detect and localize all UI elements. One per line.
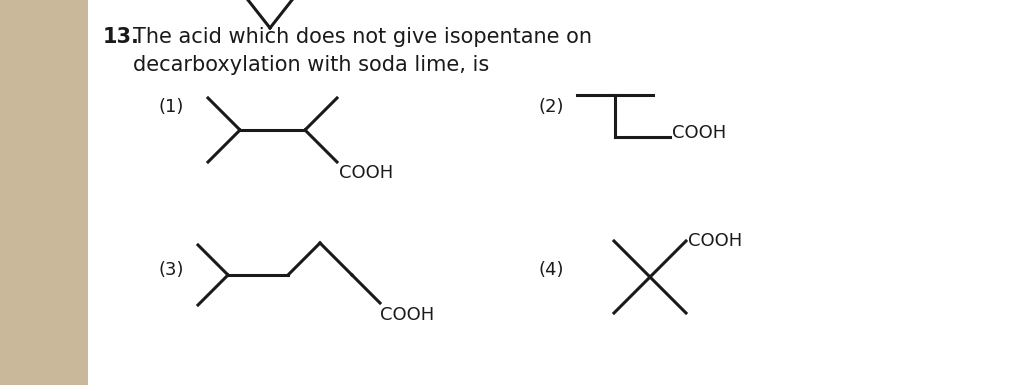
Text: The acid which does not give isopentane on: The acid which does not give isopentane …: [133, 27, 592, 47]
Text: (3): (3): [158, 261, 183, 279]
Text: COOH: COOH: [380, 306, 434, 324]
Text: (1): (1): [158, 98, 183, 116]
FancyBboxPatch shape: [88, 0, 1024, 385]
Text: COOH: COOH: [688, 232, 742, 250]
Text: decarboxylation with soda lime, is: decarboxylation with soda lime, is: [133, 55, 489, 75]
Text: (2): (2): [538, 98, 563, 116]
Text: COOH: COOH: [339, 164, 393, 182]
Text: 13.: 13.: [103, 27, 140, 47]
Text: COOH: COOH: [672, 124, 726, 142]
Text: (4): (4): [538, 261, 563, 279]
FancyBboxPatch shape: [0, 0, 88, 385]
